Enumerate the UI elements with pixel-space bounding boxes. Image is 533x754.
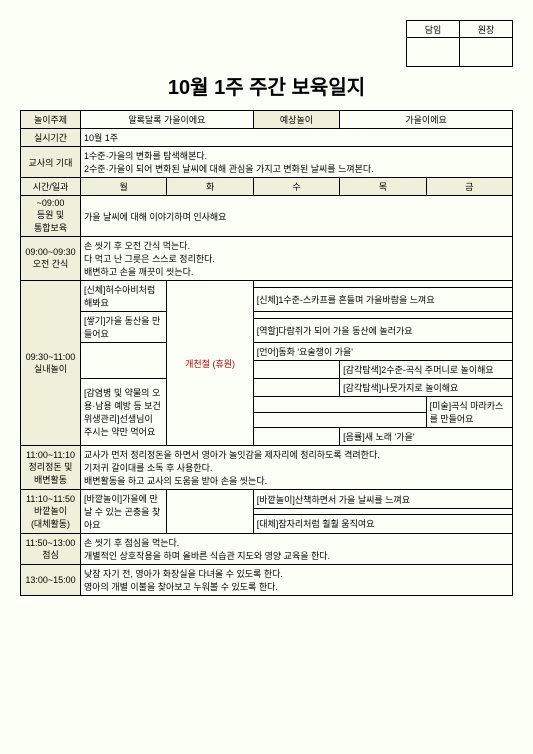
indoor-empty-wed2 [253, 379, 339, 397]
approval-sign2 [460, 38, 513, 67]
approval-col2: 원장 [460, 21, 513, 38]
approval-box: 담임 원장 [20, 20, 513, 67]
day-thu: 목 [340, 178, 426, 196]
r6-text: 손 씻기 후 점심을 먹는다. 개별적인 상호작용을 하며 올바른 식습관 지도… [81, 534, 513, 565]
expected-value: 가을이에요 [340, 111, 513, 129]
period-value: 10월 1주 [81, 129, 513, 147]
label-timeday: 시간/일과 [21, 178, 81, 196]
day-wed: 수 [253, 178, 339, 196]
indoor-b2: [역할]다람쥐가 되어 가을 동산에 놀러가요 [253, 318, 512, 342]
time-r5: 11:10~11:50 바깥놀이 (대체활동) [21, 490, 81, 534]
indoor-a2: [쌓기]가을 동산을 만들어요 [81, 312, 167, 343]
day-mon: 월 [81, 178, 167, 196]
time-r7: 13:00~15:00 [21, 565, 81, 596]
r5-alt: [대체]잠자리처럼 훨훨 움직여요 [253, 514, 512, 533]
time-r2: 09:00~09:30 오전 간식 [21, 237, 81, 281]
indoor-empty3 [253, 397, 426, 413]
approval-sign1 [407, 38, 460, 67]
r5-mon: [바깥놀이]가을에 만날 수 있는 곤충을 찾아요 [81, 490, 167, 534]
indoor-a3: [감염병 및 약물의 오용·남용 예방 등 보건위생관리]선생님이 주시는 약만… [81, 379, 167, 446]
page-title: 10월 1주 주간 보육일지 [20, 71, 513, 100]
day-fri: 금 [426, 178, 512, 196]
indoor-empty5 [253, 428, 339, 446]
indoor-b1: [신체]1수준-스카프를 흔들며 가을바람을 느껴요 [253, 287, 512, 311]
indoor-empty2 [253, 312, 512, 319]
r5-tue-empty [167, 490, 253, 534]
r2-text: 손 씻기 후 오전 간식 먹는다. 다 먹고 난 그릇은 스스로 정리한다. 배… [81, 237, 513, 281]
r5-outdoor: [바깥놀이]산책하면서 가을 날씨를 느껴요 [253, 490, 512, 509]
indoor-empty1 [253, 281, 512, 288]
time-r6: 11:50~13:00 점심 [21, 534, 81, 565]
indoor-empty4 [253, 412, 426, 428]
approval-col1: 담임 [407, 21, 460, 38]
r7-text: 낮잠 자기 전, 영아가 화장실을 다녀올 수 있도록 한다. 영아의 개별 이… [81, 565, 513, 596]
indoor-d1: [미술]곡식 마라카스를 만들어요 [426, 397, 512, 428]
indoor-c1: [감각탐색]2수준-곡식 주머니로 놀이해요 [340, 361, 513, 379]
theme-value: 알록달록 가을이에요 [81, 111, 254, 129]
r1-text: 가을 날씨에 대해 이야기하며 인사해요 [81, 196, 513, 237]
indoor-empty-wed1 [253, 361, 339, 379]
indoor-c2: [감각탐색]나뭇가지로 놀이해요 [340, 379, 513, 397]
indoor-e1: [음률]새 노래 '가을' [340, 428, 513, 446]
label-theme: 놀이주제 [21, 111, 81, 129]
label-expected: 예상놀이 [253, 111, 339, 129]
time-r1: ~09:00 등원 및 통합보육 [21, 196, 81, 237]
r4-text: 교사가 먼저 정리정돈을 하면서 영아가 놀잇감을 제자리에 정리하도록 격려한… [81, 446, 513, 490]
indoor-a1: [신체]허수아비처럼 해봐요 [81, 281, 167, 312]
time-indoor: 09:30~11:00 실내놀이 [21, 281, 81, 446]
label-period: 실시기간 [21, 129, 81, 147]
time-r4: 11:00~11:10 정리정돈 및 배변활동 [21, 446, 81, 490]
day-tue: 화 [167, 178, 253, 196]
indoor-empty-mon1 [81, 343, 167, 379]
teacher-value: 1수준·가을의 변화를 탐색해본다. 2수준·가을이 되어 변화된 날씨에 대해… [81, 147, 513, 178]
indoor-holiday: 개천절 (휴원) [167, 281, 253, 446]
main-table: 놀이주제 알록달록 가을이에요 예상놀이 가을이에요 실시기간 10월 1주 교… [20, 110, 513, 596]
indoor-b3: [언어]동화 '요술쟁이 가을' [253, 343, 512, 361]
label-teacher: 교사의 기대 [21, 147, 81, 178]
